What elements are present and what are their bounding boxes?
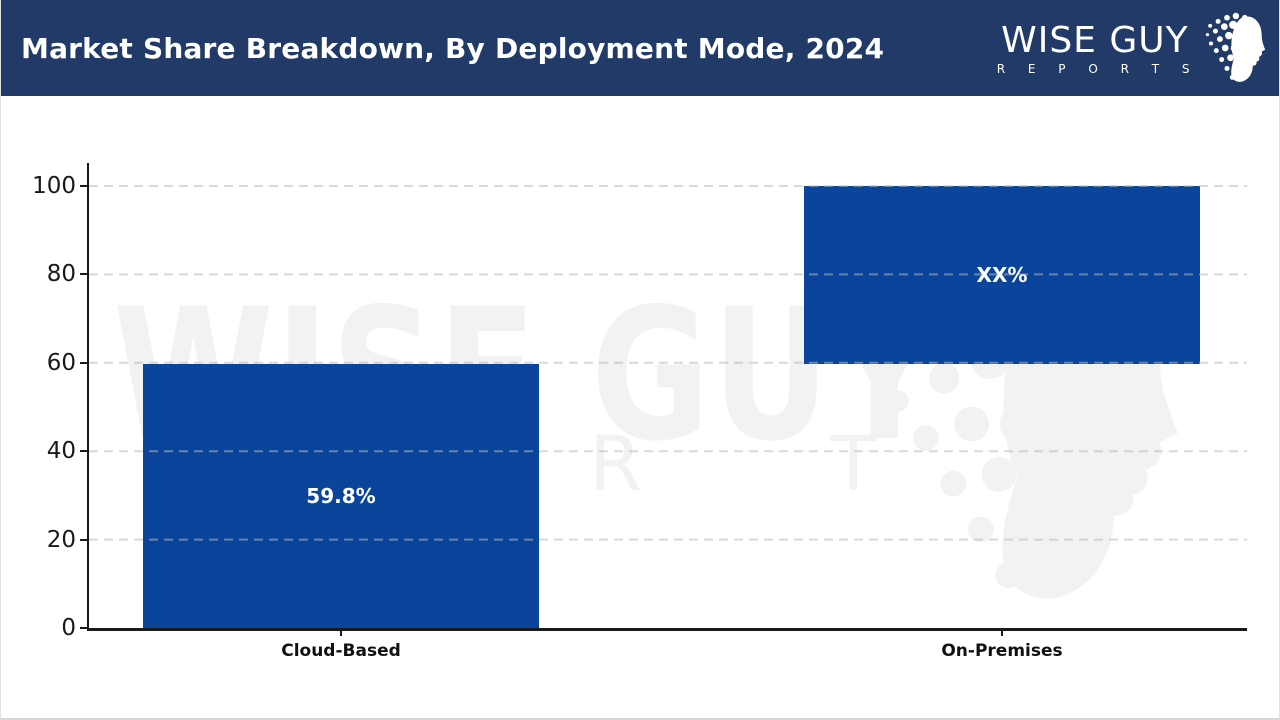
x-axis-spine — [87, 628, 1247, 631]
brand-subtext: R E P O R T S — [996, 61, 1199, 76]
y-axis-spine — [87, 163, 89, 630]
y-tick-label: 80 — [46, 261, 76, 288]
y-tick-mark — [80, 450, 88, 453]
x-tick-mark — [1001, 628, 1003, 636]
bar-chart: WISE GUY R T S 59.8%Cloud-BasedXX%On-Pre… — [1, 96, 1279, 718]
y-tick-mark — [80, 361, 88, 364]
y-tick-mark — [80, 273, 88, 276]
x-tick-label: Cloud-Based — [281, 641, 401, 661]
x-tick-mark — [340, 628, 342, 636]
bar-value-label: 59.8% — [306, 483, 376, 508]
brand-wordmark: WISE GUY — [1001, 19, 1189, 61]
y-tick-label: 40 — [46, 438, 76, 465]
brand-text: WISE GUY R E P O R T S — [991, 19, 1199, 76]
y-tick-mark — [80, 185, 88, 187]
y-tick-mark — [80, 538, 88, 541]
y-tick-label: 20 — [46, 526, 76, 553]
wise-guy-face-icon — [1205, 12, 1266, 82]
header-bar: Market Share Breakdown, By Deployment Mo… — [1, 0, 1279, 96]
y-tick-label: 100 — [32, 173, 76, 199]
page-title: Market Share Breakdown, By Deployment Mo… — [21, 31, 885, 65]
y-tick-label: 0 — [61, 615, 76, 641]
bar-value-label: XX% — [976, 262, 1028, 287]
x-tick-label: On-Premises — [941, 641, 1063, 661]
bar-cloud-based: 59.8% — [143, 363, 539, 628]
watermark-subtext: R T S — [589, 419, 1195, 508]
y-tick-mark — [80, 627, 88, 629]
y-tick-label: 60 — [46, 349, 76, 376]
brand-logo: WISE GUY R E P O R T S — [991, 6, 1267, 90]
bar-on-premises: XX% — [804, 186, 1200, 364]
